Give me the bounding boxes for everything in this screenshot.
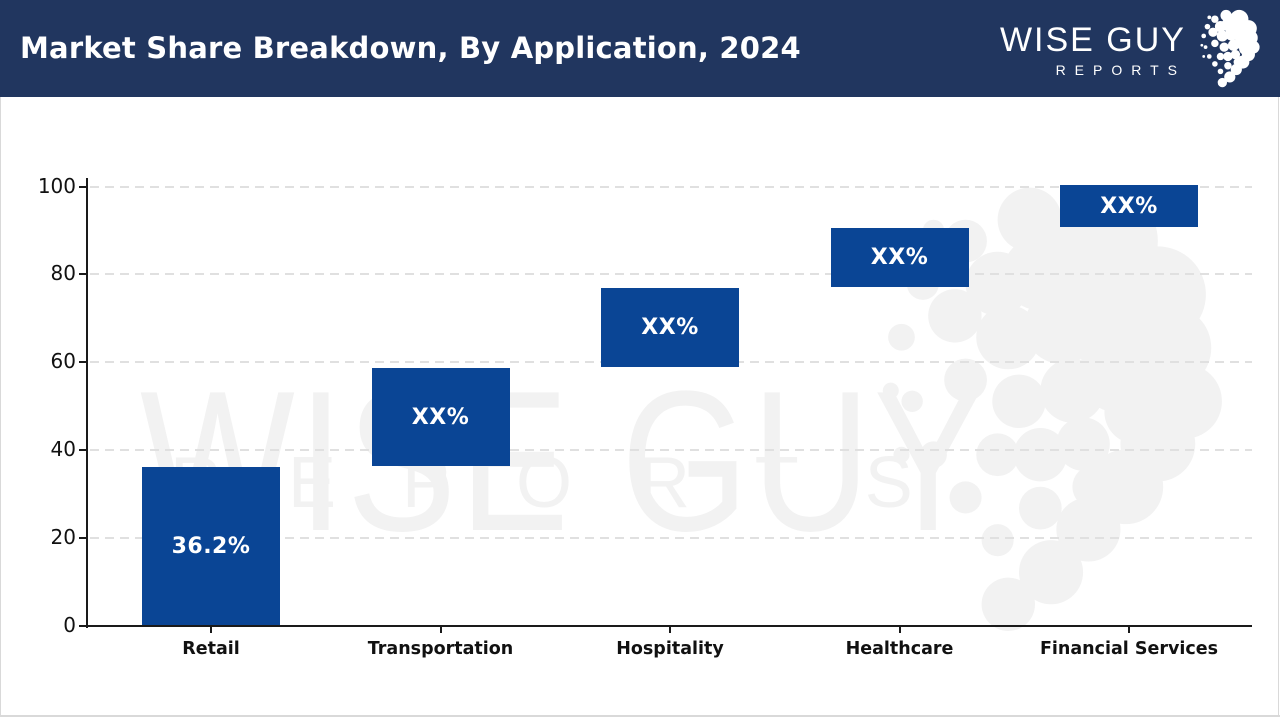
waterfall-bar: XX%	[371, 368, 510, 467]
logo-wiseguy-label: WISE GUY	[999, 21, 1186, 59]
header-bar: Market Share Breakdown, By Application, …	[0, 0, 1280, 97]
y-axis-tick-label: 100	[37, 173, 76, 198]
frame-bottom-line	[0, 715, 1280, 717]
bar-value-label: XX%	[411, 404, 470, 430]
bar-value-label: 36.2%	[171, 533, 251, 559]
frame-left-line	[0, 97, 1, 717]
bar-value-label: XX%	[870, 244, 929, 270]
y-axis-spine	[86, 178, 88, 628]
logo-head-dots-icon	[1200, 9, 1260, 88]
y-gridline	[90, 537, 1252, 540]
y-axis-tick	[79, 449, 87, 452]
x-axis-tick	[669, 627, 671, 633]
y-axis-tick	[79, 185, 87, 188]
x-axis-category-label: Transportation	[367, 639, 514, 659]
waterfall-bar: 36.2%	[142, 466, 280, 626]
x-axis-tick	[898, 627, 901, 633]
waterfall-bar: XX%	[601, 288, 739, 368]
x-axis-category-label: Hospitality	[616, 639, 724, 659]
x-axis-tick	[1128, 627, 1130, 633]
waterfall-bar: XX%	[830, 227, 969, 288]
y-gridline	[90, 185, 1252, 188]
y-axis-tick-label: 40	[50, 437, 76, 462]
logo-text: WISE GUY REPORTS	[1000, 20, 1186, 78]
bar-value-label: XX%	[641, 315, 699, 341]
y-gridline	[90, 449, 1252, 452]
y-axis-tick-label: 0	[63, 613, 76, 637]
waterfall-bar: XX%	[1060, 185, 1198, 227]
x-axis-category-label: Healthcare	[845, 639, 954, 659]
page-title: Market Share Breakdown, By Application, …	[20, 31, 801, 65]
x-axis-category-label: Retail	[182, 639, 240, 659]
x-axis-category-label: Financial Services	[1039, 639, 1219, 659]
y-axis-tick	[79, 537, 87, 540]
bar-value-label: XX%	[1100, 193, 1158, 219]
y-axis-tick-label: 80	[50, 261, 76, 286]
frame-right-line	[1278, 97, 1279, 717]
wise-guy-reports-logo: WISE GUY REPORTS	[1000, 8, 1264, 90]
x-axis-tick	[210, 627, 212, 633]
y-axis-tick-label: 60	[50, 349, 76, 374]
y-gridline	[90, 273, 1252, 276]
x-axis-tick	[439, 627, 442, 633]
x-axis-spine	[86, 625, 1252, 627]
y-axis-tick	[79, 273, 87, 276]
y-axis-tick	[79, 361, 87, 364]
y-axis-tick	[79, 625, 87, 627]
logo-reports-label: REPORTS	[1055, 62, 1186, 78]
y-axis-tick-label: 20	[50, 525, 76, 550]
